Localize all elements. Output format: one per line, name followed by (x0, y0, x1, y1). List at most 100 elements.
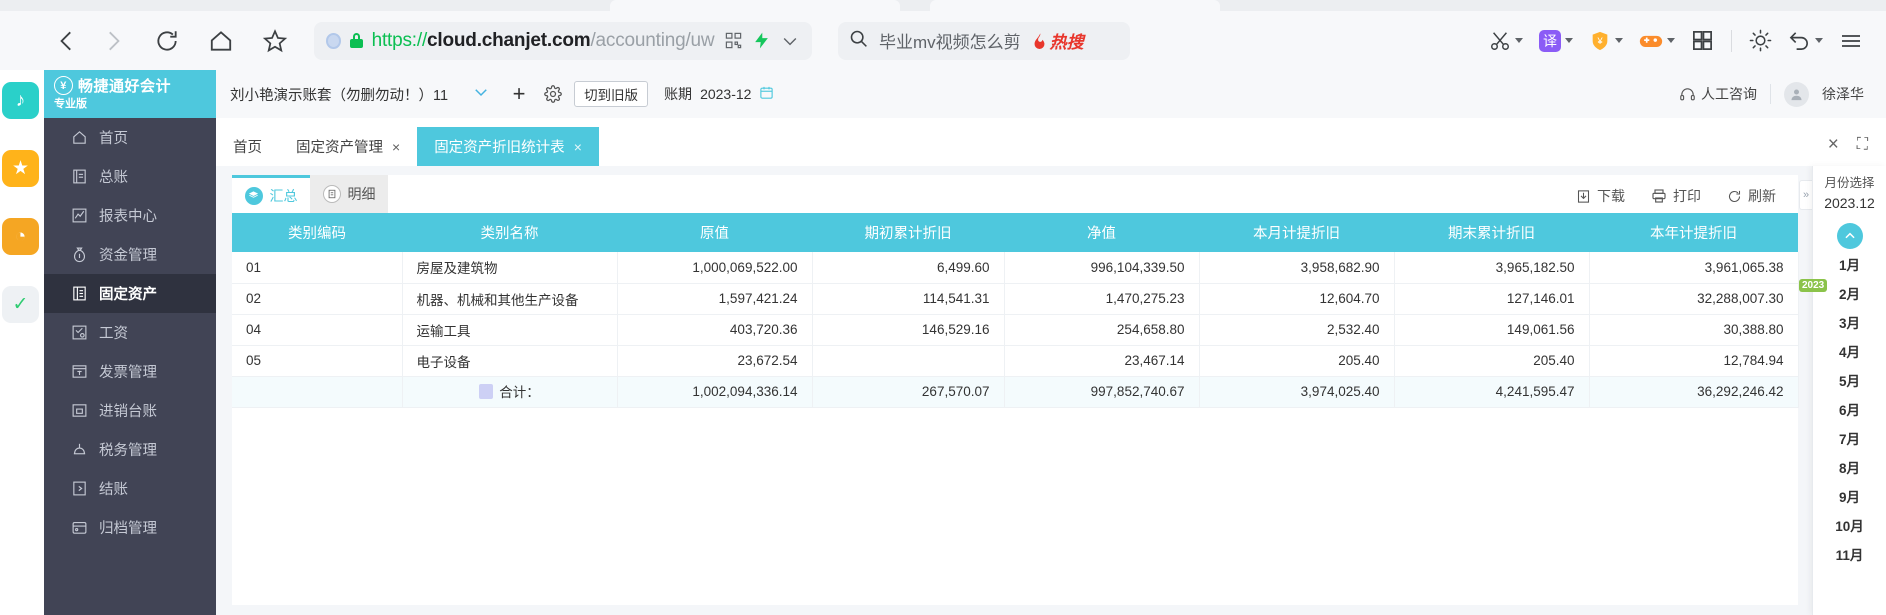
sidebar-item-reports[interactable]: 报表中心 (44, 196, 216, 235)
column-header-net-value[interactable]: 净值 (1004, 213, 1199, 252)
app-logo[interactable]: ¥ 畅捷通好会计 专业版 (44, 70, 216, 118)
tab-depreciation-report[interactable]: 固定资产折旧统计表 × (417, 127, 599, 166)
column-header-category-name[interactable]: 类别名称 (402, 213, 617, 252)
column-header-original-value[interactable]: 原值 (617, 213, 812, 252)
archive-icon (70, 519, 88, 537)
brightness-icon[interactable] (1742, 18, 1779, 64)
month-item[interactable]: 9月 (1838, 490, 1860, 506)
sidebar-item-inventory-ledger[interactable]: 进销台账 (44, 391, 216, 430)
reload-icon[interactable] (144, 18, 190, 64)
account-name[interactable]: 刘小艳演示账套（勿删勿动！）11 (230, 87, 449, 104)
chevron-down-icon[interactable] (1615, 38, 1623, 43)
sidebar-item-payroll[interactable]: 工资 (44, 313, 216, 352)
sidebar-item-ledger[interactable]: 总账 (44, 157, 216, 196)
table-row[interactable]: 01 房屋及建筑物 1,000,069,522.00 6,499.60 996,… (232, 252, 1799, 284)
column-header-closing-accum-dep[interactable]: 期末累计折旧 (1394, 213, 1589, 252)
home-icon[interactable] (198, 18, 244, 64)
sidebar-item-invoices[interactable]: 发票管理 (44, 352, 216, 391)
game-icon[interactable] (1632, 18, 1682, 64)
account-bar-right: 人工咨询 徐泽华 (1679, 81, 1886, 107)
forward-arrow-icon[interactable] (90, 18, 136, 64)
tab-fixed-asset-management[interactable]: 固定资产管理 × (279, 127, 417, 166)
chevron-down-icon[interactable] (1515, 38, 1523, 43)
month-item[interactable]: 8月 (1838, 461, 1860, 477)
sidebar-item-closing[interactable]: 结账 (44, 469, 216, 508)
url-path: /accounting/uw1€ (590, 29, 715, 51)
avatar[interactable] (1784, 81, 1809, 107)
user-name[interactable]: 徐泽华 (1822, 86, 1864, 102)
account-chevron-down-icon[interactable] (472, 83, 490, 106)
inventory-icon (70, 402, 88, 420)
bookmark-star-icon[interactable] (252, 18, 298, 64)
month-item[interactable]: 3月 (1838, 316, 1860, 332)
qr-code-icon[interactable] (724, 31, 743, 50)
close-icon[interactable]: × (392, 138, 401, 155)
cloud-logo-icon: ¥ (54, 76, 73, 95)
desktop-icon-strip: ♪ ★ ◔ ✓ (0, 70, 44, 615)
chevron-down-icon[interactable] (1815, 38, 1823, 43)
month-item[interactable]: 10月 (1835, 519, 1864, 535)
tab-summary[interactable]: 汇总 (232, 175, 310, 213)
month-item[interactable]: 5月 (1838, 374, 1860, 390)
tab-detail[interactable]: 明细 (310, 175, 388, 213)
mail-icon[interactable]: ✓ (2, 286, 39, 323)
search-input[interactable]: 毕业mv视频怎么剪 热搜 (838, 21, 1130, 60)
column-header-category-code[interactable]: 类别编码 (232, 213, 402, 252)
month-item[interactable]: 2月 (1838, 287, 1860, 303)
sidebar-item-funds[interactable]: 资金管理 (44, 235, 216, 274)
tab-home[interactable]: 首页 (216, 127, 279, 166)
scissors-icon[interactable] (1482, 18, 1530, 64)
month-item[interactable]: 6月 (1838, 403, 1860, 419)
gear-icon[interactable] (536, 77, 570, 111)
sidebar-item-label: 总账 (99, 170, 128, 186)
column-header-year-dep[interactable]: 本年计提折旧 (1589, 213, 1798, 252)
download-button[interactable]: 下载 (1576, 186, 1625, 206)
browser-tab[interactable] (930, 0, 1220, 11)
back-arrow-icon[interactable] (44, 18, 90, 64)
chevron-down-icon[interactable] (1565, 38, 1573, 43)
history-icon[interactable] (1781, 18, 1830, 64)
support-button[interactable]: 人工咨询 (1679, 84, 1757, 104)
browser-tab[interactable] (610, 0, 900, 11)
coupon-icon[interactable]: ¥ (1582, 18, 1630, 64)
table-row[interactable]: 02 机器、机械和其他生产设备 1,597,421.24 114,541.31 … (232, 283, 1799, 315)
table-row[interactable]: 05 电子设备 23,672.54 23,467.14 205.40 205.4… (232, 345, 1799, 377)
column-header-month-dep[interactable]: 本月计提折旧 (1199, 213, 1394, 252)
scroll-up-button[interactable] (1836, 223, 1863, 250)
hot-search-badge[interactable]: 热搜 (1031, 28, 1084, 53)
sidebar-item-home[interactable]: 首页 (44, 118, 216, 157)
chevron-down-icon[interactable] (780, 31, 800, 51)
cell-year-dep: 32,288,007.30 (1589, 283, 1799, 315)
cell-category-code: 02 (232, 283, 403, 315)
sidebar-item-tax[interactable]: 税务管理 (44, 430, 216, 469)
table-row[interactable]: 04 运输工具 403,720.36 146,529.16 254,658.80… (232, 314, 1799, 346)
month-item[interactable]: 7月 (1838, 432, 1860, 448)
apps-icon[interactable] (1684, 18, 1721, 64)
calendar-icon[interactable] (759, 85, 774, 103)
month-item[interactable]: 1月 (1838, 258, 1860, 274)
sidebar-item-archive[interactable]: 归档管理 (44, 508, 216, 547)
cell-total-original-value: 1,002,094,336.14 (617, 376, 813, 408)
add-account-button[interactable]: + (512, 81, 526, 106)
assets-icon (70, 285, 88, 303)
expand-icon[interactable]: ⛶ (1856, 136, 1868, 153)
close-all-tabs-icon[interactable]: × (1827, 134, 1839, 155)
address-bar[interactable]: https://cloud.chanjet.com/accounting/uw1… (314, 21, 812, 60)
month-item[interactable]: 11月 (1835, 548, 1864, 564)
print-button[interactable]: 打印 (1651, 186, 1701, 206)
weibo-icon[interactable]: ◔ (2, 218, 39, 255)
lightning-icon[interactable] (752, 31, 771, 50)
refresh-button[interactable]: 刷新 (1727, 186, 1776, 206)
translate-icon[interactable]: 译 (1532, 18, 1580, 64)
menu-icon[interactable] (1832, 18, 1870, 64)
close-icon[interactable]: × (573, 138, 582, 155)
month-panel-collapse-button[interactable]: » (1799, 180, 1812, 210)
period-selector[interactable]: 账期 2023-12 (664, 84, 774, 104)
chevron-down-icon[interactable] (1667, 38, 1675, 43)
sidebar-item-fixed-assets[interactable]: 固定资产 (44, 274, 216, 313)
column-header-opening-accum-dep[interactable]: 期初累计折旧 (812, 213, 1004, 252)
favorites-icon[interactable]: ★ (2, 150, 39, 187)
switch-version-button[interactable]: 切到旧版 (574, 81, 649, 107)
wechat-work-icon[interactable]: ♪ (2, 82, 39, 119)
month-item[interactable]: 4月 (1838, 345, 1860, 361)
